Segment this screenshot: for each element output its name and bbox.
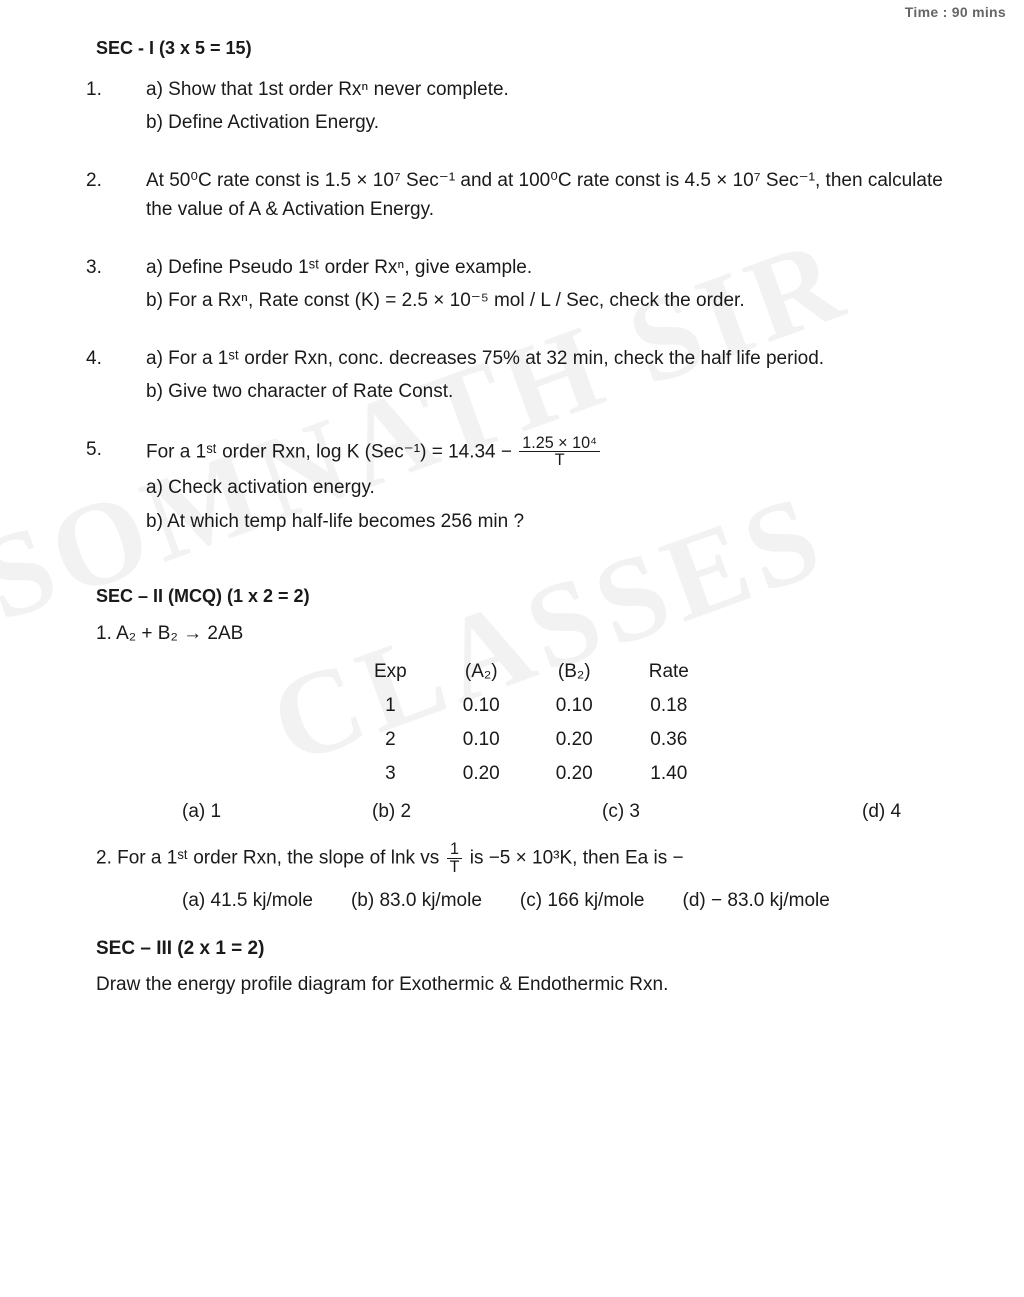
option-a: (a) 1 xyxy=(182,801,372,823)
cell: 2 xyxy=(346,723,435,757)
mcq1-options: (a) 1 (b) 2 (c) 3 (d) 4 xyxy=(182,801,964,823)
mcq2-options: (a) 41.5 kj/mole (b) 83.0 kj/mole (c) 16… xyxy=(182,890,964,912)
q5-lead-text: For a 1ˢᵗ order Rxn, log K (Sec⁻¹) = 14.… xyxy=(146,441,517,462)
table-row: 1 0.10 0.10 0.18 xyxy=(346,689,717,723)
cell: 0.20 xyxy=(528,723,621,757)
cell: 1.40 xyxy=(621,757,717,791)
q5-frac-num: 1.25 × 10⁴ xyxy=(519,435,600,453)
q1-part-b: b) Define Activation Energy. xyxy=(146,108,964,137)
cell: 3 xyxy=(346,757,435,791)
section-2-header: SEC – II (MCQ) (1 x 2 = 2) xyxy=(96,586,964,607)
mcq2-frac-den: T xyxy=(447,859,463,876)
time-label: Time : 90 mins xyxy=(905,4,1006,20)
cell: 0.20 xyxy=(528,757,621,791)
cell: 0.10 xyxy=(528,689,621,723)
option-d: (d) − 83.0 kj/mole xyxy=(683,890,830,912)
section-3-header: SEC – III (2 x 1 = 2) xyxy=(96,938,964,960)
q5-part-a: a) Check activation energy. xyxy=(146,473,964,502)
col-a2: (A₂) xyxy=(435,655,528,689)
question-number: 2. xyxy=(86,166,146,225)
question-1: 1. a) Show that 1st order Rxⁿ never comp… xyxy=(86,75,964,138)
q4-part-a: a) For a 1ˢᵗ order Rxn, conc. decreases … xyxy=(146,344,964,373)
cell: 0.10 xyxy=(435,723,528,757)
option-c: (c) 3 xyxy=(602,801,862,823)
question-number: 4. xyxy=(86,344,146,407)
q5-lead: For a 1ˢᵗ order Rxn, log K (Sec⁻¹) = 14.… xyxy=(146,435,964,470)
table-header-row: Exp (A₂) (B₂) Rate xyxy=(346,655,717,689)
mcq2-text: 2. For a 1ˢᵗ order Rxn, the slope of lnk… xyxy=(96,841,964,876)
mcq2-lead: 2. For a 1ˢᵗ order Rxn, the slope of lnk… xyxy=(96,848,445,869)
experiment-table: Exp (A₂) (B₂) Rate 1 0.10 0.10 0.18 2 0.… xyxy=(346,655,717,791)
mcq1-equation: 1. A₂ + B₂ → 2AB xyxy=(96,623,964,645)
q3-part-a: a) Define Pseudo 1ˢᵗ order Rxⁿ, give exa… xyxy=(146,253,964,282)
q2-text: At 50⁰C rate const is 1.5 × 10⁷ Sec⁻¹ an… xyxy=(146,166,964,225)
cell: 0.18 xyxy=(621,689,717,723)
cell: 0.20 xyxy=(435,757,528,791)
q4-part-b: b) Give two character of Rate Const. xyxy=(146,377,964,406)
col-exp: Exp xyxy=(346,655,435,689)
mcq2-tail: is −5 × 10³K, then Ea is − xyxy=(464,848,683,869)
q5-part-b: b) At which temp half-life becomes 256 m… xyxy=(146,507,964,536)
q1-part-a: a) Show that 1st order Rxⁿ never complet… xyxy=(146,75,964,104)
question-5: 5. For a 1ˢᵗ order Rxn, log K (Sec⁻¹) = … xyxy=(86,435,964,537)
section-1-header: SEC - I (3 x 5 = 15) xyxy=(96,38,964,59)
question-2: 2. At 50⁰C rate const is 1.5 × 10⁷ Sec⁻¹… xyxy=(86,166,964,225)
mcq2-frac-num: 1 xyxy=(447,841,463,859)
option-b: (b) 83.0 kj/mole xyxy=(351,890,482,912)
exam-page: SOMNATH SIR CLASSES Time : 90 mins SEC -… xyxy=(0,0,1024,1297)
question-number: 1. xyxy=(86,75,146,138)
cell: 0.36 xyxy=(621,723,717,757)
q5-frac-den: T xyxy=(519,452,600,469)
option-b: (b) 2 xyxy=(372,801,602,823)
option-a: (a) 41.5 kj/mole xyxy=(182,890,313,912)
q5-fraction: 1.25 × 10⁴T xyxy=(519,435,600,470)
option-c: (c) 166 kj/mole xyxy=(520,890,645,912)
table-row: 3 0.20 0.20 1.40 xyxy=(346,757,717,791)
question-3: 3. a) Define Pseudo 1ˢᵗ order Rxⁿ, give … xyxy=(86,253,964,316)
question-number: 5. xyxy=(86,435,146,537)
question-number: 3. xyxy=(86,253,146,316)
col-b2: (B₂) xyxy=(528,655,621,689)
table-row: 2 0.10 0.20 0.36 xyxy=(346,723,717,757)
option-d: (d) 4 xyxy=(862,801,901,823)
cell: 0.10 xyxy=(435,689,528,723)
cell: 1 xyxy=(346,689,435,723)
mcq2-fraction: 1T xyxy=(447,841,463,876)
question-4: 4. a) For a 1ˢᵗ order Rxn, conc. decreas… xyxy=(86,344,964,407)
col-rate: Rate xyxy=(621,655,717,689)
q3-part-b: b) For a Rxⁿ, Rate const (K) = 2.5 × 10⁻… xyxy=(146,286,964,315)
section-3-body: Draw the energy profile diagram for Exot… xyxy=(96,974,964,996)
